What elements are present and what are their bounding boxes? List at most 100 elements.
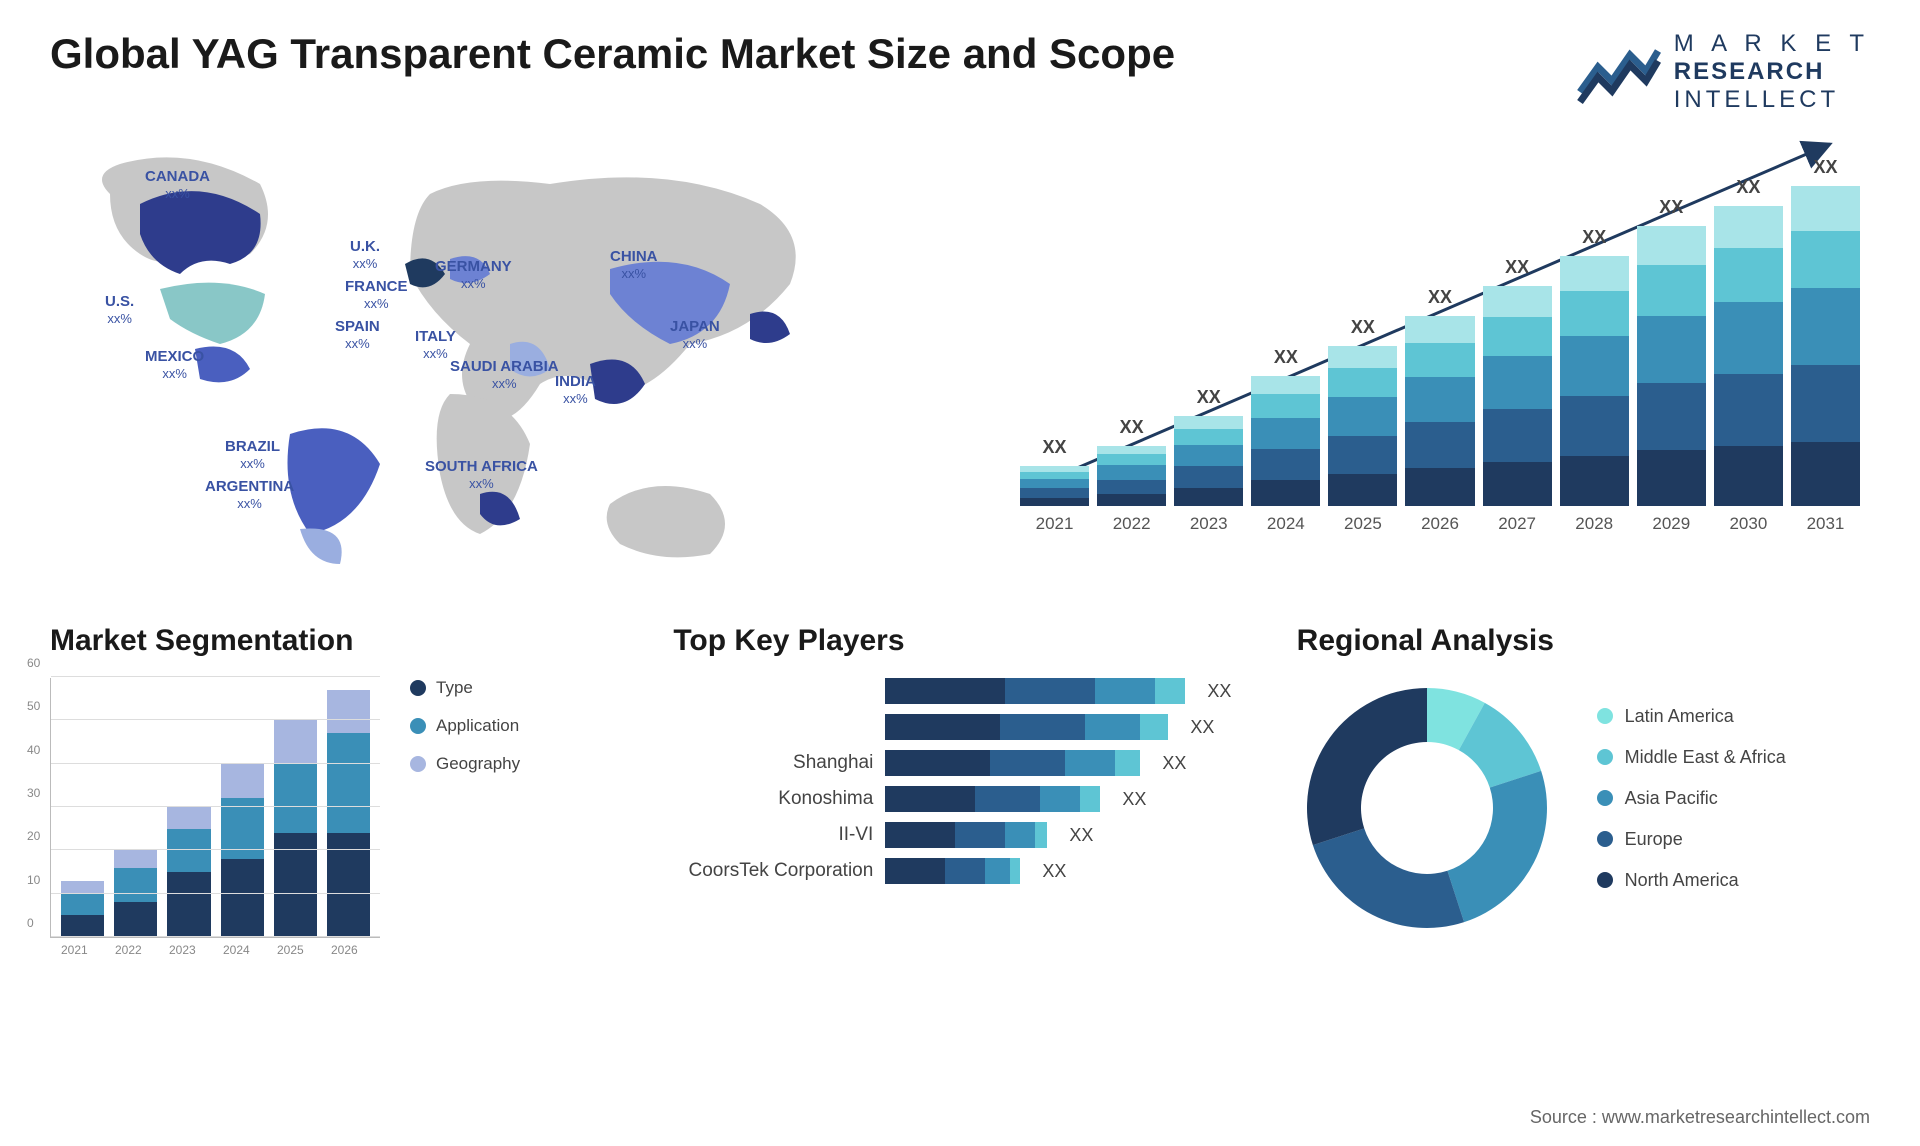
- y-axis-label: 0: [27, 916, 34, 930]
- player-segment: [885, 822, 955, 848]
- player-value: XX: [1207, 681, 1231, 702]
- player-segment: [1005, 822, 1035, 848]
- seg-segment: [167, 872, 210, 937]
- regional-legend: Latin AmericaMiddle East & AfricaAsia Pa…: [1597, 706, 1786, 911]
- logo-line-1: M A R K E T: [1674, 30, 1870, 58]
- growth-column: XX2029: [1637, 197, 1706, 534]
- player-row: KonoshimaXX: [673, 786, 1246, 812]
- map-label: INDIAxx%: [555, 374, 596, 407]
- x-axis-label: 2026: [331, 943, 358, 957]
- seg-column: [167, 807, 210, 937]
- segmentation-legend: Type Application Geography: [410, 678, 520, 938]
- bar-segment: [1174, 416, 1243, 429]
- legend-item: Europe: [1597, 829, 1786, 850]
- regional-panel: Regional Analysis Latin AmericaMiddle Ea…: [1297, 624, 1870, 938]
- year-label: 2027: [1498, 514, 1536, 534]
- player-segment: [1085, 714, 1140, 740]
- player-segment: [975, 786, 1040, 812]
- legend-label: Europe: [1625, 829, 1683, 850]
- map-label: U.K.xx%: [350, 239, 380, 272]
- bar-value-label: XX: [1043, 437, 1067, 458]
- bar-segment: [1328, 346, 1397, 368]
- year-label: 2024: [1267, 514, 1305, 534]
- legend-label: Asia Pacific: [1625, 788, 1718, 809]
- player-value: XX: [1190, 717, 1214, 738]
- bar-segment: [1791, 186, 1860, 231]
- bar-segment: [1251, 449, 1320, 480]
- bar-segment: [1637, 226, 1706, 265]
- seg-column: [221, 764, 264, 937]
- map-label: GERMANYxx%: [435, 259, 512, 292]
- legend-dot: [1597, 872, 1613, 888]
- player-label: Shanghai: [673, 752, 873, 774]
- legend-dot: [410, 756, 426, 772]
- player-bar: [885, 714, 1168, 740]
- seg-segment: [114, 850, 157, 867]
- growth-column: XX2030: [1714, 177, 1783, 534]
- map-label: FRANCExx%: [345, 279, 408, 312]
- bar-segment: [1328, 397, 1397, 435]
- bar-segment: [1637, 383, 1706, 450]
- legend-dot: [1597, 790, 1613, 806]
- bar-value-label: XX: [1813, 157, 1837, 178]
- growth-column: XX2022: [1097, 417, 1166, 534]
- player-segment: [885, 714, 1000, 740]
- growth-column: XX2021: [1020, 437, 1089, 534]
- bar-segment: [1020, 488, 1089, 498]
- bar-segment: [1251, 480, 1320, 506]
- player-value: XX: [1042, 861, 1066, 882]
- legend-label: Type: [436, 678, 473, 698]
- seg-column: [327, 690, 370, 937]
- legend-dot: [1597, 749, 1613, 765]
- legend-label: Geography: [436, 754, 520, 774]
- player-segment: [885, 678, 1005, 704]
- map-label: CHINAxx%: [610, 249, 658, 282]
- segmentation-chart: 0102030405060202120222023202420252026: [50, 678, 380, 938]
- player-segment: [1040, 786, 1080, 812]
- player-segment: [885, 750, 990, 776]
- growth-column: XX2028: [1560, 227, 1629, 534]
- map-label: JAPANxx%: [670, 319, 720, 352]
- x-axis-label: 2025: [277, 943, 304, 957]
- y-axis-label: 30: [27, 786, 40, 800]
- year-label: 2023: [1190, 514, 1228, 534]
- bar-segment: [1637, 265, 1706, 315]
- player-value: XX: [1069, 825, 1093, 846]
- bar-segment: [1097, 480, 1166, 494]
- header: Global YAG Transparent Ceramic Market Si…: [50, 30, 1870, 114]
- bar-segment: [1560, 291, 1629, 336]
- players-title: Top Key Players: [673, 624, 1246, 658]
- bar-value-label: XX: [1659, 197, 1683, 218]
- year-label: 2026: [1421, 514, 1459, 534]
- x-axis-label: 2024: [223, 943, 250, 957]
- player-label: Konoshima: [673, 788, 873, 810]
- bar-segment: [1560, 396, 1629, 456]
- seg-segment: [167, 807, 210, 829]
- source-text: Source : www.marketresearchintellect.com: [1530, 1107, 1870, 1128]
- bar-segment: [1328, 436, 1397, 474]
- players-chart: XXXXShanghaiXXKonoshimaXXII-VIXXCoorsTek…: [673, 678, 1246, 884]
- legend-item: Asia Pacific: [1597, 788, 1786, 809]
- legend-label: Application: [436, 716, 519, 736]
- x-axis-label: 2022: [115, 943, 142, 957]
- year-label: 2022: [1113, 514, 1151, 534]
- player-bar: [885, 858, 1020, 884]
- legend-label: Middle East & Africa: [1625, 747, 1786, 768]
- bar-value-label: XX: [1736, 177, 1760, 198]
- bar-segment: [1560, 336, 1629, 396]
- seg-segment: [114, 868, 157, 903]
- player-segment: [1010, 858, 1020, 884]
- bar-segment: [1714, 374, 1783, 446]
- player-bar: [885, 822, 1047, 848]
- player-row: ShanghaiXX: [673, 750, 1246, 776]
- seg-segment: [274, 720, 317, 763]
- bar-segment: [1405, 316, 1474, 343]
- growth-chart: XX2021XX2022XX2023XX2024XX2025XX2026XX20…: [1010, 134, 1870, 574]
- bar-segment: [1097, 446, 1166, 454]
- year-label: 2031: [1807, 514, 1845, 534]
- growth-column: XX2024: [1251, 347, 1320, 534]
- map-label: CANADAxx%: [145, 169, 210, 202]
- player-segment: [1065, 750, 1115, 776]
- player-segment: [1035, 822, 1047, 848]
- bar-segment: [1791, 442, 1860, 506]
